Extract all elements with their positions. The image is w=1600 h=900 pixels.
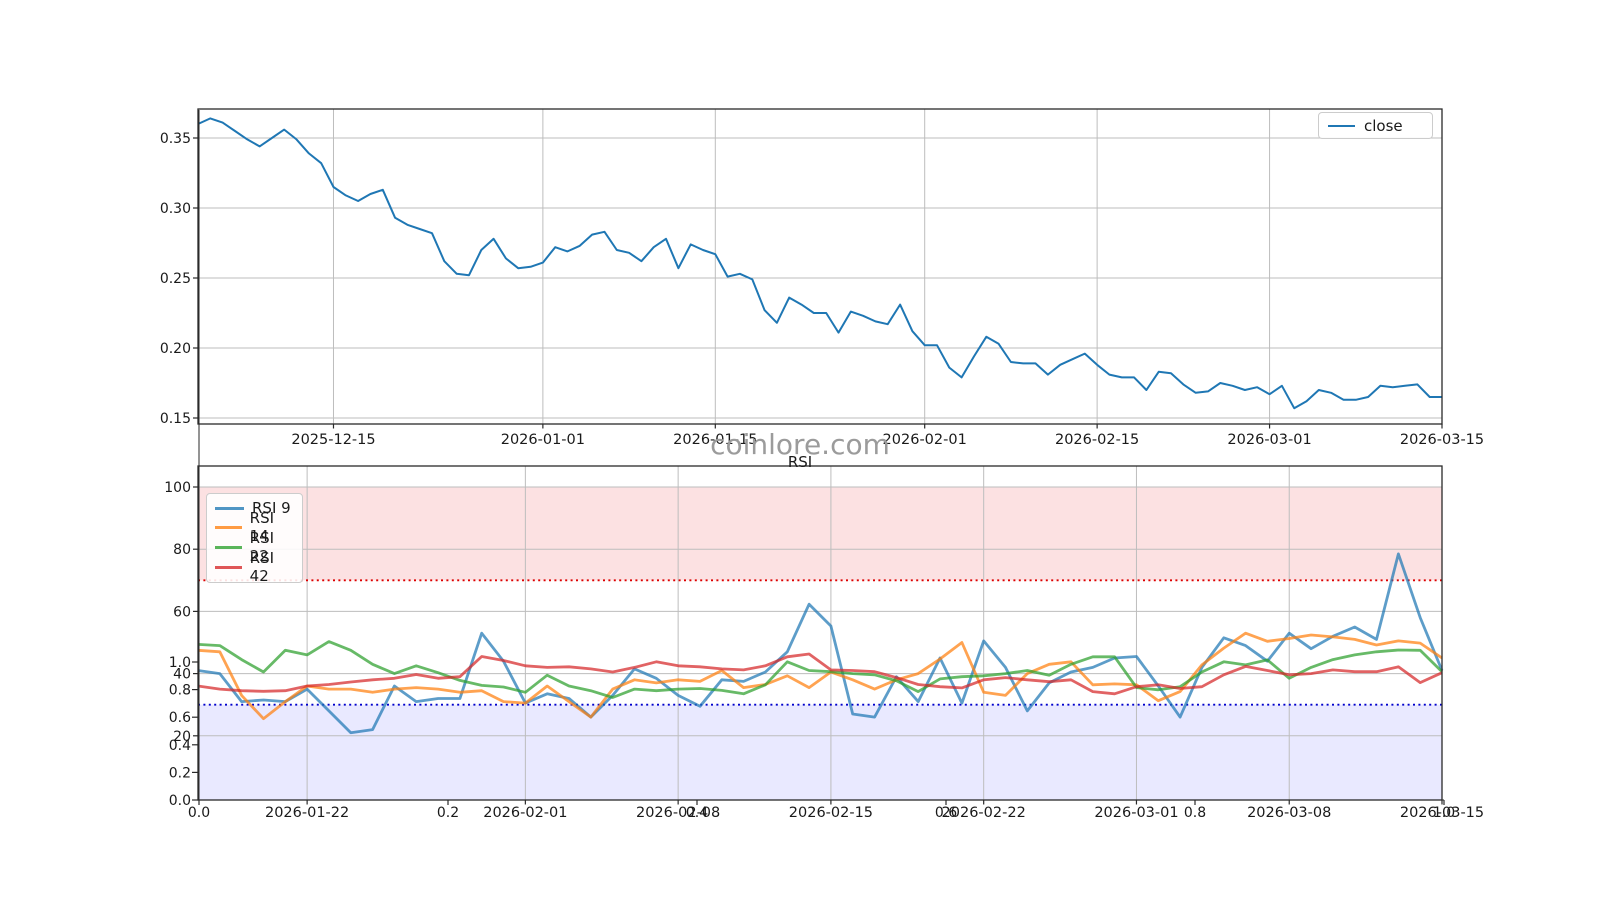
y-tick-label: 100 [164, 480, 191, 496]
y-tick-label: 40 [173, 667, 191, 683]
legend-rsi-item: RSI 14 [215, 509, 294, 545]
price-axes-frame [197, 108, 1443, 425]
legend-rsi-label: RSI 22 [249, 529, 275, 565]
overlay-y-tick-label: 0.0 [169, 793, 191, 809]
legend-rsi-item: RSI 22 [215, 529, 294, 565]
legend-rsi-label: RSI 42 [249, 549, 275, 585]
overlay-y-tick-label: 0.2 [169, 765, 191, 781]
rsi-chart-title: RSI [787, 453, 813, 471]
overlay-x-tick-label: 0.8 [1184, 805, 1206, 821]
y-tick-label: 0.15 [160, 411, 191, 427]
x-tick-label: 2026-03-15 [1400, 805, 1484, 821]
overlay-x-tick-label: 0.2 [437, 805, 459, 821]
x-tick-label: 2025-12-15 [291, 432, 375, 448]
close-line [197, 117, 1442, 410]
overlay-y-tick-label: 0.8 [169, 683, 191, 699]
legend-rsi: RSI 9 RSI 14 RSI 22 RSI 42 [206, 493, 303, 585]
watermark: coinlore.com [710, 428, 890, 461]
y-tick-label: 0.35 [160, 131, 191, 147]
x-tick-label: 2026-01-22 [265, 805, 349, 821]
x-tick-label: 2026-02-01 [883, 432, 967, 448]
rsi-42-line-sample [215, 565, 242, 569]
overlay-x-tick-label: 1.0 [1433, 805, 1455, 821]
close-line-sample [1328, 124, 1355, 127]
overlay-axis: 1.0 0.8 0.6 0.4 0.2 0.00.0 0.2 0.4 0.6 0.8 1.0 [169, 110, 1455, 821]
x-tick-label: 2026-01-15 [673, 432, 757, 448]
overlay-y-tick-label: 0.6 [169, 710, 191, 726]
x-tick-label: 2026-03-15 [1400, 432, 1484, 448]
overlay-y-tick-label: 0.4 [169, 738, 191, 754]
y-tick-label: 0.25 [160, 271, 191, 287]
rsi-chart: 2026-01-22 2026-02-01 2026-02-08 2026-02-15… [164, 465, 1484, 821]
x-tick-label: 2026-02-08 [636, 805, 720, 821]
y-tick-label: 0.20 [160, 341, 191, 357]
y-tick-label: 20 [173, 729, 191, 745]
rsi-9-line-sample [215, 506, 244, 510]
overlay-x-tick-label: 0.4 [686, 805, 708, 821]
x-tick-label: 2026-02-01 [483, 805, 567, 821]
rsi-22-line-sample [215, 545, 242, 549]
y-tick-label: 0.30 [160, 201, 191, 217]
overlay-x-tick-label: 0.6 [935, 805, 957, 821]
overlay-x-tick-label: 0.0 [188, 805, 210, 821]
y-tick-label: 80 [173, 542, 191, 558]
y-tick-label: 60 [173, 604, 191, 620]
rsi-22-line [197, 640, 1443, 699]
x-tick-label: 2026-03-01 [1227, 432, 1311, 448]
oversold-band [198, 704, 1442, 800]
x-tick-label: 2026-03-08 [1247, 805, 1331, 821]
x-tick-label: 2026-02-15 [789, 805, 873, 821]
overbought-band [198, 487, 1442, 581]
x-tick-label: 2026-02-22 [942, 805, 1026, 821]
legend-close-label: close [1364, 116, 1403, 135]
rsi-42-line [197, 652, 1443, 696]
overlay-y-tick-label: 1.0 [169, 655, 191, 671]
x-tick-label: 2026-03-01 [1094, 805, 1178, 821]
legend-rsi-item: RSI 9 [215, 499, 294, 517]
legend-rsi-label: RSI 14 [249, 509, 275, 545]
x-tick-label: 2026-01-01 [501, 432, 585, 448]
legend-rsi-item: RSI 42 [215, 549, 294, 585]
price-chart: 2025-12-15 2026-01-01 2026-01-15 2026-02-01… [160, 108, 1484, 448]
rsi-14-line [197, 631, 1443, 721]
rsi-14-line-sample [215, 525, 242, 529]
x-tick-label: 2026-02-15 [1055, 432, 1139, 448]
legend-rsi-label: RSI 9 [252, 499, 291, 517]
legend-close: close [1318, 112, 1433, 139]
